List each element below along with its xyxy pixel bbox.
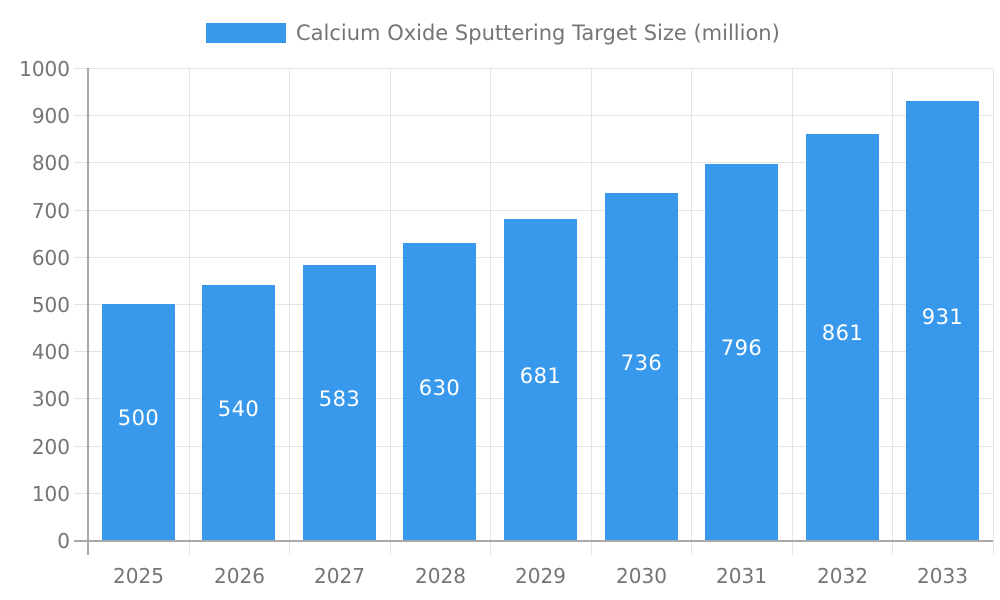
x-boundary-gridline <box>490 68 491 555</box>
x-boundary-gridline <box>189 68 190 555</box>
bar: 540 <box>202 285 275 540</box>
x-tick-label: 2025 <box>113 564 164 588</box>
bar: 931 <box>906 101 979 540</box>
y-tick-label: 0 <box>57 529 70 553</box>
x-tick-label: 2033 <box>917 564 968 588</box>
x-boundary-gridline <box>892 68 893 555</box>
x-tick-label: 2031 <box>716 564 767 588</box>
bar-value-label: 681 <box>519 363 562 388</box>
y-tick-label: 400 <box>31 340 70 364</box>
y-tick-label: 800 <box>31 151 70 175</box>
legend-label: Calcium Oxide Sputtering Target Size (mi… <box>296 21 780 45</box>
y-tick-label: 500 <box>31 293 70 317</box>
bar: 681 <box>504 219 577 540</box>
y-tick-label: 1000 <box>19 57 70 81</box>
bar: 796 <box>705 164 778 540</box>
x-tick-label: 2028 <box>415 564 466 588</box>
bar-value-label: 540 <box>217 396 260 421</box>
y-tick-label: 200 <box>31 435 70 459</box>
y-tick-label: 900 <box>31 104 70 128</box>
bar: 736 <box>605 193 678 540</box>
bar-value-label: 931 <box>921 304 964 329</box>
legend-item[interactable]: Calcium Oxide Sputtering Target Size (mi… <box>206 20 780 46</box>
y-gridline <box>74 68 993 69</box>
x-boundary-gridline <box>390 68 391 555</box>
y-tick-label: 100 <box>31 482 70 506</box>
x-boundary-gridline <box>993 68 994 555</box>
x-tick-label: 2030 <box>616 564 667 588</box>
y-tick-label: 700 <box>31 199 70 223</box>
x-boundary-gridline <box>691 68 692 555</box>
x-tick-label: 2032 <box>817 564 868 588</box>
x-boundary-gridline <box>591 68 592 555</box>
bar: 583 <box>303 265 376 540</box>
bar: 630 <box>403 243 476 540</box>
bar-value-label: 583 <box>318 386 361 411</box>
y-gridline <box>74 162 993 163</box>
y-tick-label: 300 <box>31 387 70 411</box>
bar-value-label: 500 <box>117 406 160 430</box>
bar: 861 <box>806 134 879 540</box>
bar-value-label: 736 <box>620 350 663 375</box>
x-axis-line <box>74 540 993 542</box>
y-tick-label: 600 <box>31 246 70 270</box>
x-boundary-gridline <box>792 68 793 555</box>
y-gridline <box>74 210 993 211</box>
x-tick-label: 2027 <box>314 564 365 588</box>
legend-swatch <box>206 23 286 43</box>
bar-value-label: 861 <box>821 321 864 345</box>
bar-value-label: 796 <box>720 336 763 360</box>
x-tick-label: 2029 <box>515 564 566 588</box>
x-boundary-gridline <box>289 68 290 555</box>
y-axis-line <box>87 68 89 555</box>
bar: 500 <box>102 304 175 540</box>
bar-value-label: 630 <box>418 375 461 400</box>
y-gridline <box>74 115 993 116</box>
x-tick-label: 2026 <box>214 564 265 588</box>
